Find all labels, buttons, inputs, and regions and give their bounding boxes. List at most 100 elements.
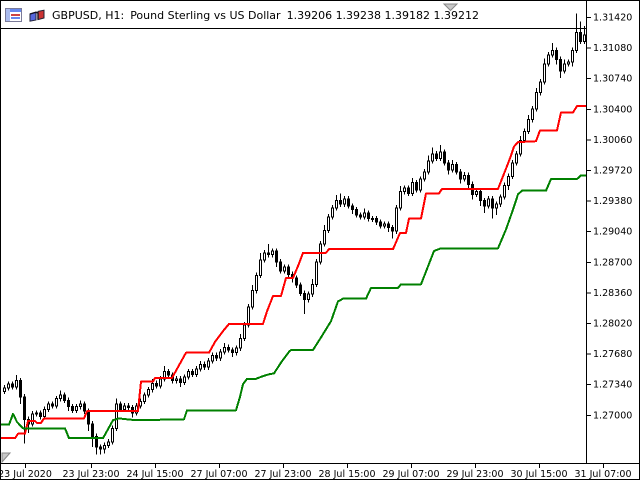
- candle-up: [175, 378, 178, 382]
- candle-up: [423, 171, 426, 180]
- candle-up: [371, 218, 374, 221]
- candle-down: [375, 218, 378, 223]
- candle-up: [315, 261, 318, 285]
- candle-up: [195, 368, 198, 375]
- time-tick-label: 30 Jul 15:00: [511, 469, 568, 480]
- candle-down: [155, 382, 158, 387]
- candle-up: [271, 250, 274, 256]
- candle-up: [59, 394, 62, 400]
- candle-up: [79, 403, 82, 408]
- price-tick-label: 1.29040: [593, 227, 632, 238]
- candle-up: [463, 174, 466, 180]
- time-tick-label: 23 Jul 23:00: [63, 469, 120, 480]
- candle-down: [71, 406, 74, 411]
- candle-up: [219, 351, 222, 359]
- candle-down: [87, 410, 90, 425]
- candle-up: [235, 347, 238, 354]
- candle-up: [111, 427, 114, 443]
- candle-up: [395, 207, 398, 232]
- price-tick-label: 1.30740: [593, 74, 632, 85]
- candle-up: [199, 363, 202, 370]
- price-tick-label: 1.28700: [593, 257, 632, 268]
- candle-up: [323, 229, 326, 245]
- price-tick-label: 1.27340: [593, 380, 632, 391]
- candle-down: [279, 261, 282, 272]
- candle-up: [307, 293, 310, 301]
- candle-up: [107, 441, 110, 446]
- candle-up: [151, 382, 154, 391]
- candle-up: [515, 153, 518, 164]
- symbol-description-label: Pound Sterling vs US Dollar: [130, 8, 281, 22]
- candle-down: [379, 221, 382, 227]
- history-begin-marker-icon: [1, 452, 12, 464]
- candle-up: [211, 354, 214, 362]
- candle-down: [51, 403, 54, 407]
- lower-step-line: [1, 174, 586, 440]
- candle-down: [455, 164, 458, 173]
- candle-down: [303, 292, 306, 301]
- candle-up: [31, 413, 34, 425]
- candle-up: [563, 63, 566, 72]
- candle-up: [547, 54, 550, 65]
- candle-up: [523, 130, 526, 141]
- candle-up: [431, 153, 434, 162]
- candle-up: [43, 408, 46, 418]
- candle-up: [527, 119, 530, 132]
- chart-windows-icon: [28, 8, 46, 22]
- candle-up: [255, 274, 258, 292]
- candle-up: [363, 212, 366, 218]
- time-tick-label: 27 Jul 07:00: [191, 469, 248, 480]
- candle-up: [143, 394, 146, 402]
- chart-shift-marker-icon: [442, 3, 459, 12]
- price-tick-label: 1.29380: [593, 196, 632, 207]
- candle-up: [263, 252, 266, 261]
- candle-up: [419, 178, 422, 191]
- indicator-list-icon: [5, 8, 22, 22]
- candle-down: [367, 212, 370, 220]
- price-scale[interactable]: 1.31420 1.31080 1.30740 1.30400 1.30060 1.297…: [587, 13, 632, 422]
- time-scale[interactable]: 23 Jul 2020 23 Jul 23:00 24 Jul 15:00 27 Ju…: [1, 464, 631, 480]
- time-tick-label: 28 Jul 15:00: [319, 469, 376, 480]
- candle-down: [359, 214, 362, 218]
- price-tick-label: 1.30060: [593, 135, 632, 146]
- candle-up: [539, 81, 542, 94]
- candle-up: [147, 389, 150, 396]
- candle-up: [531, 108, 534, 121]
- candle-down: [39, 412, 42, 418]
- candle-up: [343, 198, 346, 205]
- candle-up: [475, 191, 478, 195]
- price-tick-label: 1.30400: [593, 104, 632, 115]
- price-tick-label: 1.31080: [593, 43, 632, 54]
- candle-up: [259, 259, 262, 276]
- candle-up: [223, 346, 226, 353]
- candle-down: [23, 396, 26, 420]
- price-tick-label: 1.28020: [593, 319, 632, 330]
- candle-down: [127, 405, 130, 409]
- candle-up: [535, 92, 538, 110]
- candle-down: [227, 346, 230, 351]
- candle-up: [383, 223, 386, 227]
- candle-down: [459, 171, 462, 180]
- candle-down: [415, 182, 418, 191]
- candle-down: [295, 277, 298, 286]
- candle-up: [247, 306, 250, 326]
- candle-down: [483, 200, 486, 207]
- candle-down: [387, 223, 390, 229]
- candle-down: [231, 349, 234, 354]
- candle-down: [215, 354, 218, 359]
- candle-up: [15, 380, 18, 388]
- candle-up: [403, 187, 406, 193]
- candle-up: [183, 376, 186, 383]
- candle-up: [499, 196, 502, 205]
- price-tick-label: 1.29720: [593, 166, 632, 177]
- candle-down: [479, 191, 482, 202]
- time-tick-label: 31 Jul 07:00: [575, 469, 632, 480]
- upper-step-line: [1, 105, 586, 440]
- candle-up: [411, 182, 414, 194]
- candle-up: [451, 164, 454, 171]
- candle-up: [519, 139, 522, 155]
- candle-up: [239, 337, 242, 349]
- candle-up: [427, 160, 430, 173]
